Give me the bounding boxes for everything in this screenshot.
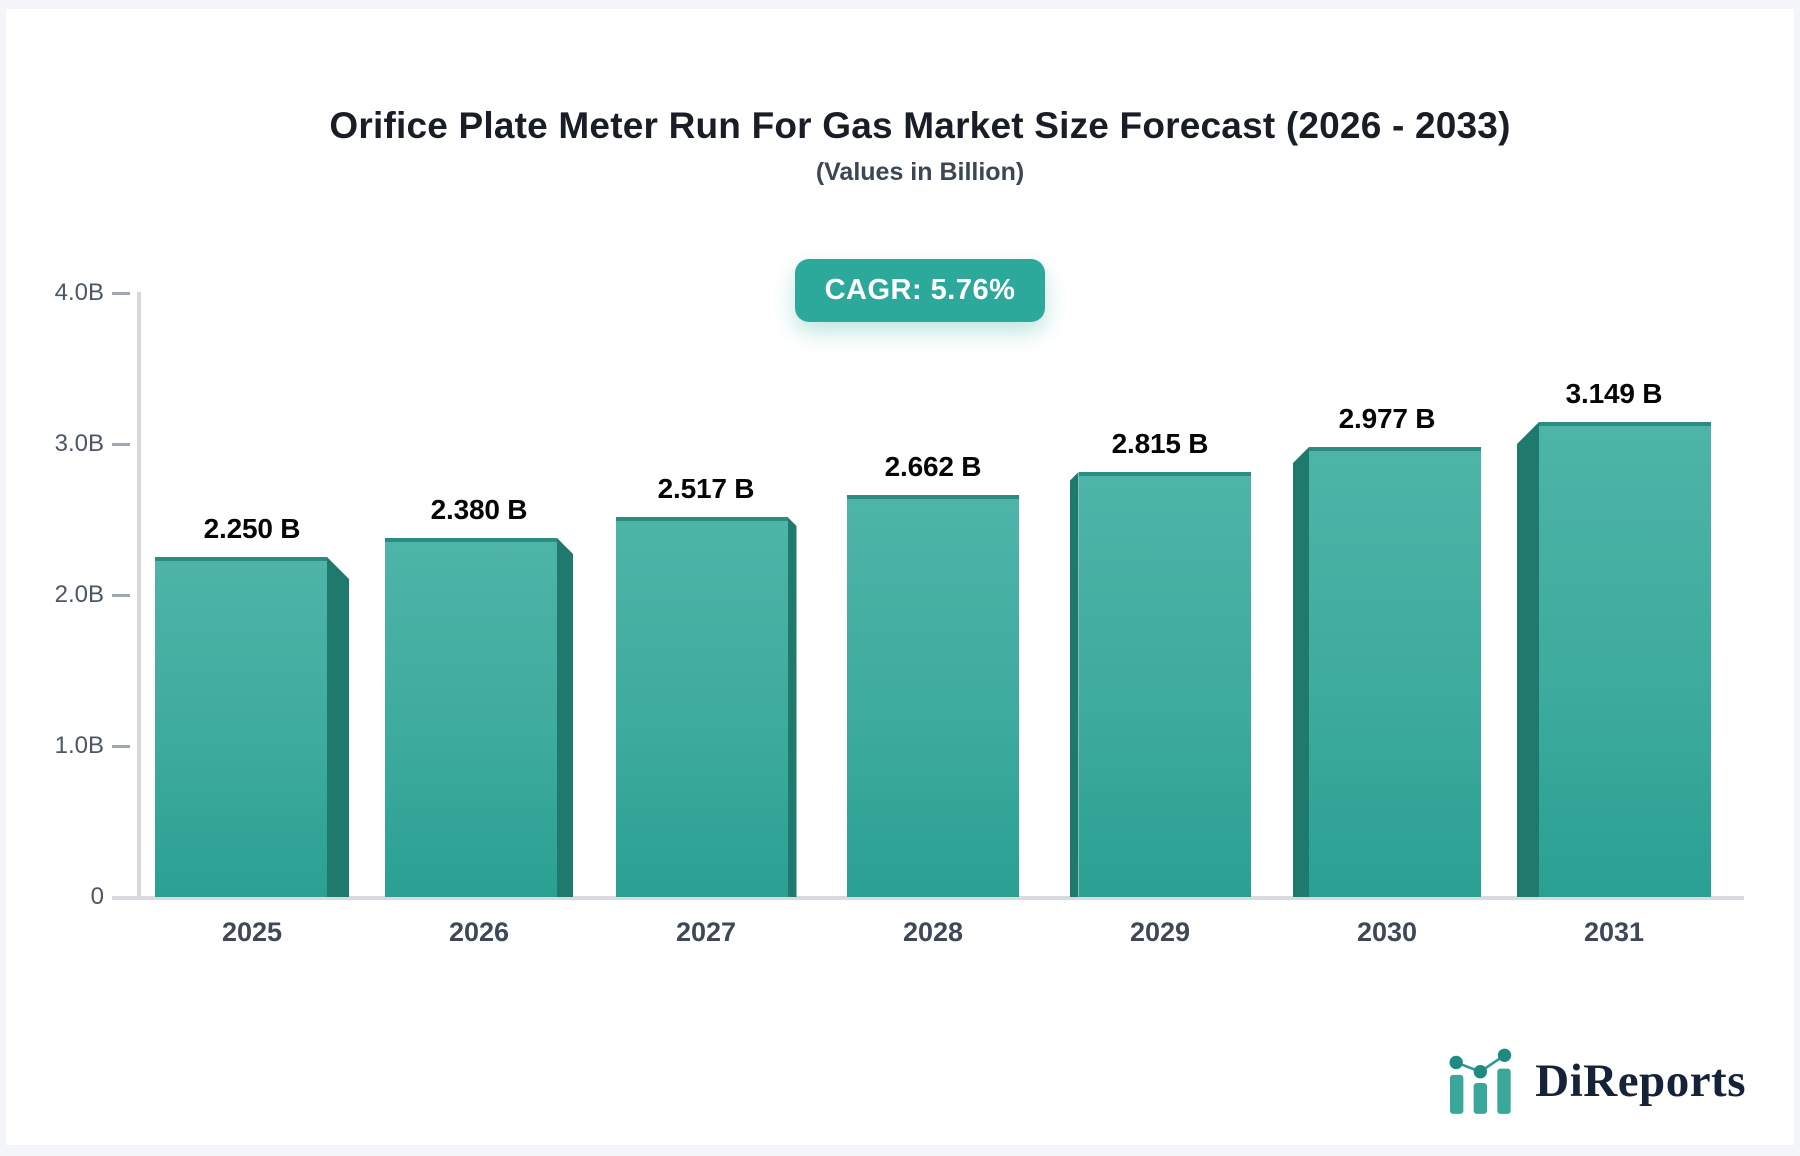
bar-value-label: 3.149 B: [1565, 378, 1663, 409]
x-axis-label: 2026: [448, 917, 510, 947]
x-axis-baseline: [112, 896, 1744, 900]
y-tick-mark: [112, 292, 130, 295]
x-axis-label: 2031: [1583, 917, 1645, 947]
bar-value-label: 2.662 B: [884, 451, 982, 482]
cagr-badge: CAGR: 5.76%: [794, 259, 1046, 322]
bar-2027: [615, 517, 788, 897]
bar-3d-side: [1293, 447, 1309, 897]
logo-text: DiReports: [1535, 1054, 1746, 1107]
bar-3d-side: [557, 538, 573, 897]
bar-value-label: 2.250 B: [203, 513, 301, 544]
x-axis-label: 2027: [675, 917, 737, 947]
x-axis-label: 2029: [1129, 917, 1191, 947]
bar-3d-side: [327, 557, 349, 897]
x-axis-label: 2025: [221, 917, 283, 947]
x-axis-label: 2028: [902, 917, 964, 947]
x-axis-label: 2030: [1356, 917, 1418, 947]
y-tick-mark: [112, 594, 130, 597]
bar-2030: [1309, 447, 1481, 897]
y-tick-label: 0: [90, 883, 104, 910]
chart-title: Orifice Plate Meter Run For Gas Market S…: [329, 105, 1511, 146]
y-tick-label: 2.0B: [54, 581, 104, 608]
chart-card: Orifice Plate Meter Run For Gas Market S…: [6, 9, 1794, 1145]
y-tick-label: 1.0B: [54, 732, 104, 759]
y-tick-mark: [112, 443, 130, 446]
direports-logo: DiReports: [1445, 1045, 1746, 1117]
chart-subtitle: (Values in Billion): [815, 158, 1025, 186]
cagr-badge-row: CAGR: 5.76%: [116, 259, 1724, 322]
bar-value-label: 2.815 B: [1111, 428, 1209, 459]
bar-2026: [385, 538, 557, 897]
bar-chart-logo-icon: [1449, 1048, 1512, 1114]
bar-3d-side: [1069, 472, 1079, 897]
y-tick-label: 4.0B: [54, 279, 104, 306]
bar-value-label: 2.380 B: [430, 494, 528, 525]
bar-value-label: 2.517 B: [657, 473, 755, 504]
y-tick-label: 3.0B: [54, 430, 104, 457]
bar-3d-side: [787, 517, 797, 897]
y-tick-mark: [112, 745, 130, 748]
bar-2029: [1078, 472, 1251, 897]
bar-3d-side: [1517, 422, 1539, 897]
bar-2028: [847, 495, 1019, 897]
bar-2031: [1539, 422, 1711, 897]
bar-2025: [155, 557, 327, 897]
y-axis-line: [137, 292, 141, 900]
bar-value-label: 2.977 B: [1338, 403, 1436, 434]
